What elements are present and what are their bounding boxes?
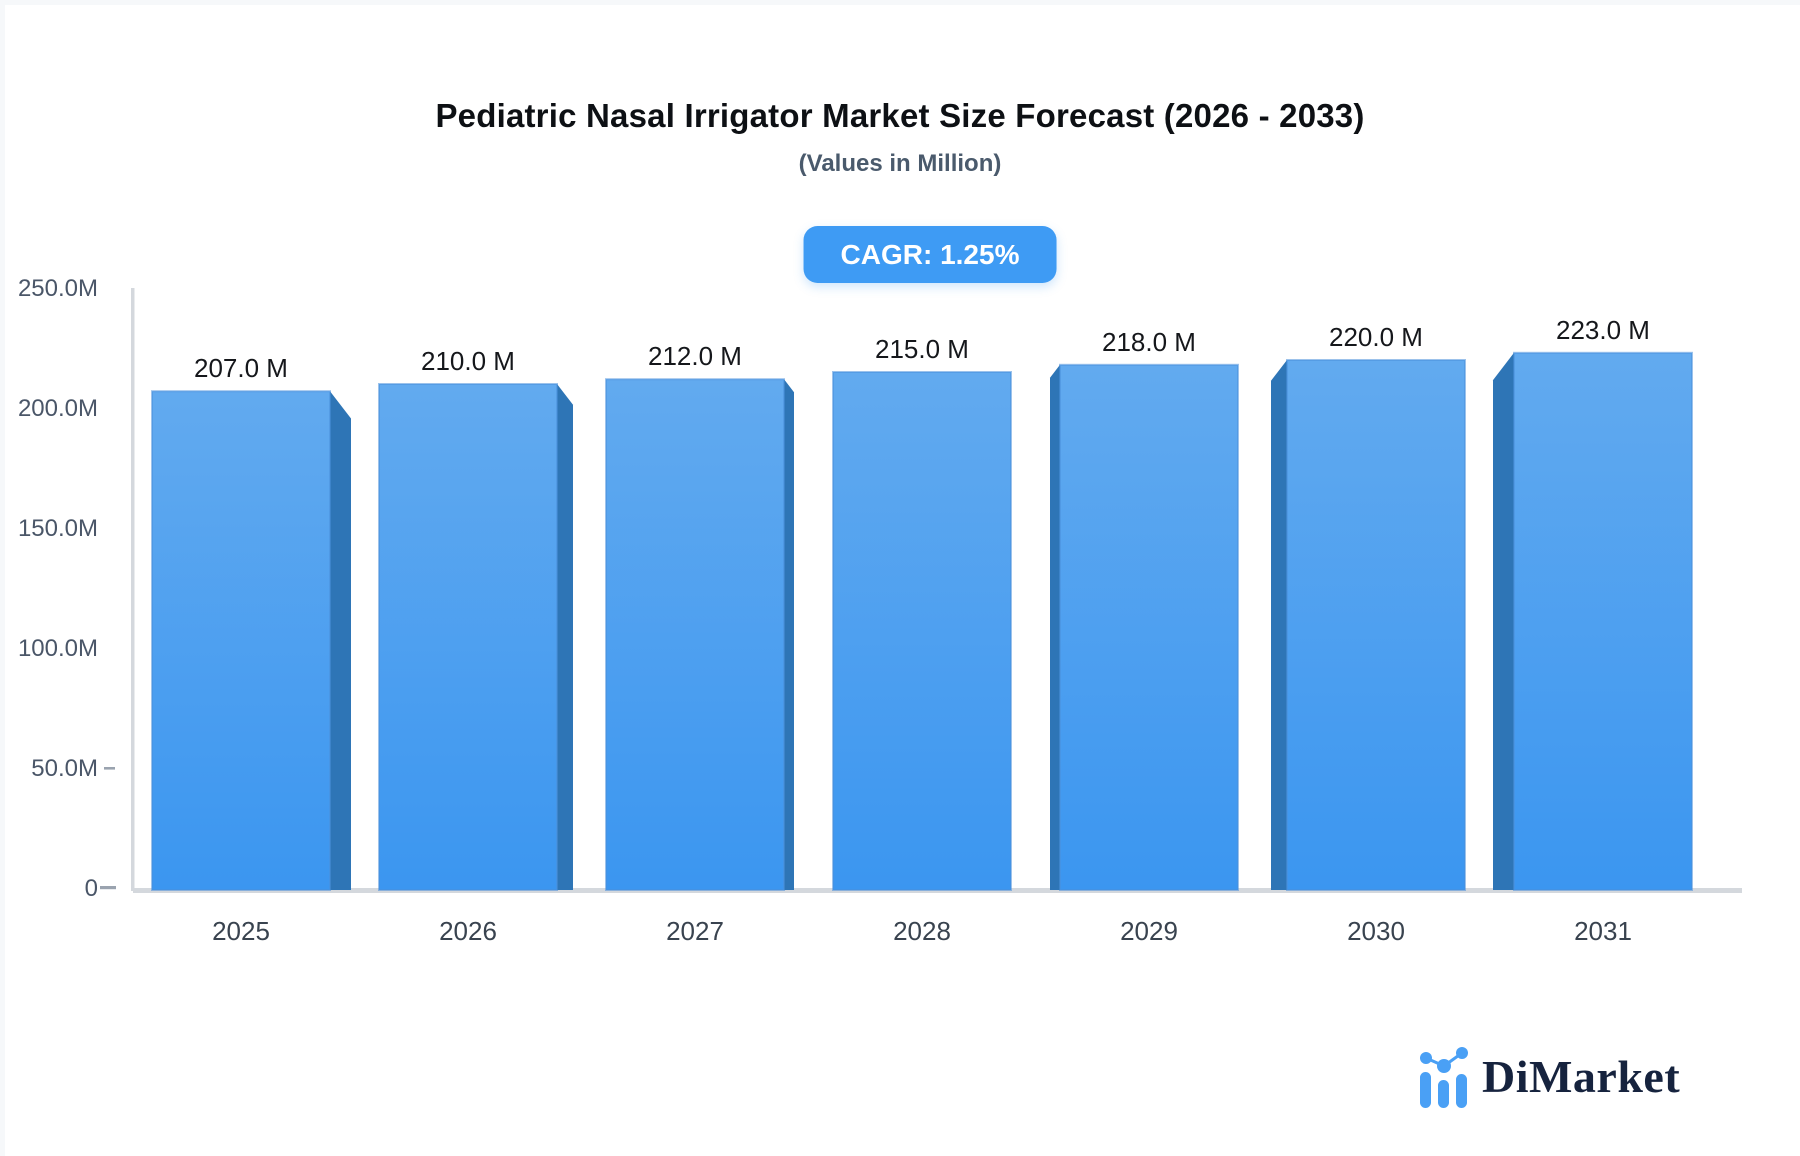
labels: 207.0 M 2025 210.0 M 2026 212.0 M 2027 215.0 M… (194, 315, 1650, 946)
bar-value-label: 212.0 M (648, 341, 742, 371)
bar[interactable] (151, 390, 331, 891)
bar-side-face (1271, 360, 1287, 890)
x-axis-label: 2027 (666, 916, 724, 946)
bar-side-face (330, 391, 351, 890)
page-edge-left (0, 0, 5, 1156)
bars (151, 351, 1693, 891)
page-edge-top (0, 0, 1800, 5)
bar[interactable] (378, 383, 558, 891)
logo-chart-bars-icon (1420, 1047, 1468, 1108)
bar-value-label: 223.0 M (1556, 315, 1650, 345)
logo-text: DiMarket (1482, 1051, 1681, 1102)
y-axis-label: 0 (85, 875, 98, 902)
y-axis-label: 100.0M (18, 635, 98, 662)
cagr-badge: CAGR: 1.25% (803, 226, 1057, 283)
bar[interactable] (1513, 351, 1693, 891)
bar-value-label: 210.0 M (421, 346, 515, 376)
x-axis-label: 2029 (1120, 916, 1178, 946)
y-axis-label: 200.0M (18, 395, 98, 422)
chart-title: Pediatric Nasal Irrigator Market Size Fo… (435, 97, 1365, 134)
bar-value-label: 207.0 M (194, 353, 288, 383)
y-axis-tick (100, 886, 116, 890)
bar-side-face (1493, 352, 1514, 890)
logo-dot (1437, 1059, 1451, 1073)
dimarket-logo: DiMarket (1416, 1042, 1680, 1110)
x-axis-label: 2028 (893, 916, 951, 946)
bar[interactable] (1059, 363, 1239, 891)
y-axis-label: 150.0M (18, 515, 98, 542)
x-axis-label: 2030 (1347, 916, 1405, 946)
chart-subtitle: (Values in Million) (798, 150, 1002, 177)
bar[interactable] (605, 378, 785, 891)
bar-side-face (557, 384, 573, 890)
x-axis-label: 2025 (212, 916, 270, 946)
y-axis-line (131, 288, 135, 891)
y-axis-label: 50.0M (31, 755, 98, 782)
x-axis-label: 2031 (1574, 916, 1632, 946)
x-axis-label: 2026 (439, 916, 497, 946)
logo-bar (1438, 1080, 1449, 1108)
y-axis-label: 250.0M (18, 275, 98, 302)
bar-value-label: 218.0 M (1102, 327, 1196, 357)
bar[interactable] (1286, 359, 1466, 891)
logo-dot (1456, 1047, 1468, 1059)
bar[interactable] (832, 371, 1012, 891)
bar-side-face (1050, 364, 1060, 890)
logo-dot (1420, 1052, 1432, 1064)
y-axis-tick (104, 767, 115, 770)
bar-value-label: 220.0 M (1329, 322, 1423, 352)
bar-side-face (784, 379, 794, 890)
logo-bar (1420, 1072, 1431, 1108)
bar-value-label: 215.0 M (875, 334, 969, 364)
logo-bar (1456, 1074, 1467, 1108)
